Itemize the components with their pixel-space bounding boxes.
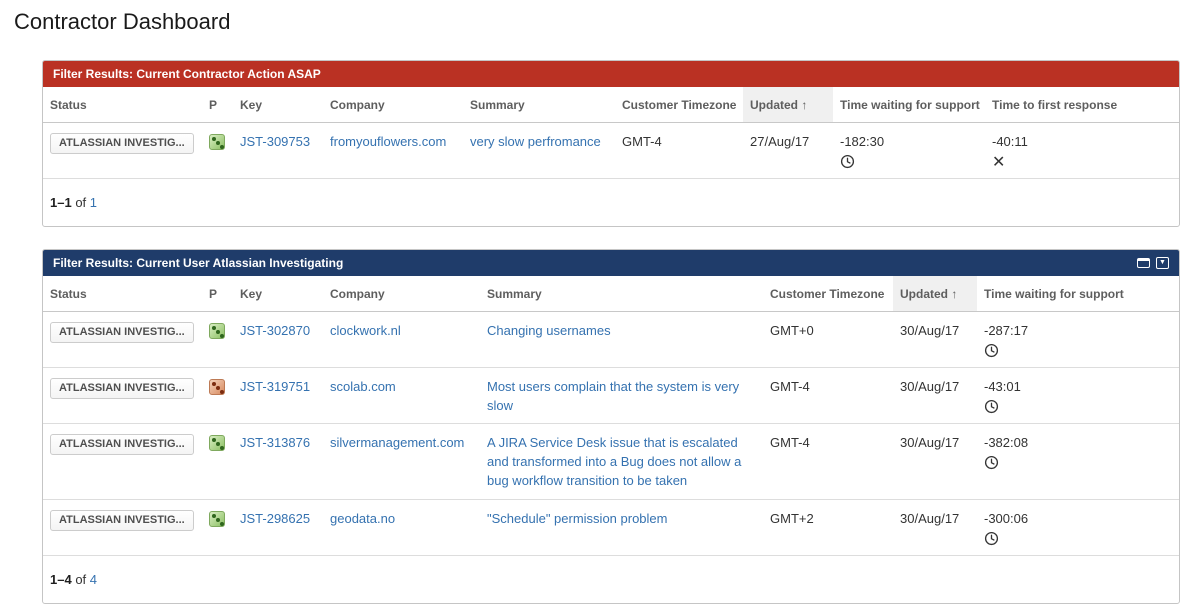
- filter-results-panel-atlassian-investigating: Filter Results: Current User Atlassian I…: [42, 248, 1180, 604]
- table-row: ATLASSIAN INVESTIG... JST-319751 scolab.…: [43, 367, 1179, 425]
- status-badge: ATLASSIAN INVESTIG...: [50, 133, 194, 154]
- summary-link[interactable]: Most users complain that the system is v…: [487, 378, 740, 413]
- status-badge: ATLASSIAN INVESTIG...: [50, 377, 194, 399]
- summary-link[interactable]: Changing usernames: [487, 322, 611, 338]
- panel2-issue-table: Status P Key Company Summary Customer Ti…: [43, 275, 1179, 556]
- updated-date-value: 30/Aug/17: [900, 435, 960, 451]
- status-badge: ATLASSIAN INVESTIG...: [50, 321, 194, 343]
- priority-icon: [209, 378, 225, 395]
- table-row: ATLASSIAN INVESTIG... JST-309753 fromyou…: [43, 122, 1179, 179]
- sort-ascending-icon: ↑: [951, 286, 958, 301]
- table-row: ATLASSIAN INVESTIG... JST-302870 clockwo…: [43, 311, 1179, 368]
- clock-icon: [840, 154, 978, 170]
- pagination-total-link[interactable]: 4: [89, 571, 98, 587]
- updated-date-value: 30/Aug/17: [900, 510, 960, 526]
- priority-icon: [209, 510, 225, 527]
- column-header-updated[interactable]: Updated ↑: [743, 87, 833, 123]
- summary-link[interactable]: "Schedule" permission problem: [487, 510, 668, 526]
- column-header-priority[interactable]: P: [202, 275, 233, 312]
- pagination-range: 1–1: [50, 194, 72, 210]
- issue-key-link[interactable]: JST-309753: [240, 134, 311, 149]
- panel2-header-row: Status P Key Company Summary Customer Ti…: [43, 275, 1179, 312]
- column-header-updated[interactable]: Updated ↑: [893, 275, 977, 312]
- updated-date-value: 27/Aug/17: [750, 134, 810, 149]
- panel1-issue-table: Status P Key Company Summary Customer Ti…: [43, 87, 1179, 179]
- customer-timezone-value: GMT+0: [770, 322, 814, 338]
- panel1-header-row: Status P Key Company Summary Customer Ti…: [43, 87, 1179, 123]
- column-header-key[interactable]: Key: [233, 87, 323, 123]
- time-waiting-value: -43:01: [984, 378, 1021, 394]
- updated-date-value: 30/Aug/17: [900, 378, 960, 394]
- page-title: Contractor Dashboard: [14, 9, 231, 34]
- priority-icon: [209, 134, 225, 150]
- company-link[interactable]: geodata.no: [330, 510, 396, 526]
- panel1-header-bar: Filter Results: Current Contractor Actio…: [43, 61, 1179, 87]
- company-link[interactable]: fromyouflowers.com: [330, 134, 447, 149]
- customer-timezone-value: GMT-4: [770, 378, 810, 394]
- column-header-company[interactable]: Company: [323, 275, 480, 312]
- column-header-timezone[interactable]: Customer Timezone: [763, 275, 893, 312]
- panel2-title: Filter Results: Current User Atlassian I…: [53, 255, 344, 270]
- chevron-down-icon[interactable]: [1156, 256, 1169, 269]
- pagination-of-label: of: [75, 571, 87, 587]
- company-link[interactable]: silvermanagement.com: [330, 435, 465, 451]
- sort-ascending-icon: ↑: [801, 98, 808, 112]
- customer-timezone-value: GMT-4: [770, 435, 810, 451]
- table-row: ATLASSIAN INVESTIG... JST-313876 silverm…: [43, 423, 1179, 500]
- summary-link[interactable]: very slow perfromance: [470, 134, 601, 149]
- priority-icon: [209, 435, 225, 452]
- column-header-summary[interactable]: Summary: [463, 87, 615, 123]
- company-link[interactable]: scolab.com: [330, 378, 396, 394]
- issue-key-link[interactable]: JST-313876: [240, 435, 311, 451]
- time-waiting-value: -382:08: [984, 435, 1029, 451]
- column-header-company[interactable]: Company: [323, 87, 463, 123]
- panel1-pagination: 1–1 of 1: [43, 179, 1179, 226]
- priority-icon: [209, 322, 225, 339]
- x-mark-icon: ✕: [992, 153, 1006, 171]
- issue-key-link[interactable]: JST-302870: [240, 322, 311, 338]
- time-waiting-value: -182:30: [840, 134, 885, 149]
- time-to-first-response-value: -40:11: [992, 134, 1028, 149]
- status-badge: ATLASSIAN INVESTIG...: [50, 509, 194, 531]
- updated-date-value: 30/Aug/17: [900, 322, 960, 338]
- panel2-controls: [1137, 256, 1169, 269]
- column-header-status[interactable]: Status: [43, 275, 202, 312]
- column-header-time-to-first-response[interactable]: Time to first response: [985, 87, 1179, 123]
- company-link[interactable]: clockwork.nl: [330, 322, 401, 338]
- customer-timezone-value: GMT+2: [770, 510, 814, 526]
- clock-icon: [984, 531, 1172, 547]
- clock-icon: [984, 399, 1172, 415]
- column-header-status[interactable]: Status: [43, 87, 202, 123]
- panel2-header-bar: Filter Results: Current User Atlassian I…: [43, 249, 1179, 276]
- time-waiting-value: -287:17: [984, 322, 1029, 338]
- column-header-time-waiting[interactable]: Time waiting for support: [977, 275, 1179, 312]
- column-header-time-waiting[interactable]: Time waiting for support: [833, 87, 985, 123]
- column-header-priority[interactable]: P: [202, 87, 233, 123]
- panel1-title: Filter Results: Current Contractor Actio…: [53, 67, 321, 81]
- filter-results-panel-contractor-action: Filter Results: Current Contractor Actio…: [42, 60, 1180, 227]
- summary-link[interactable]: A JIRA Service Desk issue that is escala…: [487, 435, 742, 489]
- clock-icon: [984, 455, 1172, 471]
- clock-icon: [984, 343, 1172, 359]
- maximize-icon[interactable]: [1137, 257, 1150, 268]
- issue-key-link[interactable]: JST-319751: [240, 378, 311, 394]
- pagination-total-link[interactable]: 1: [89, 194, 98, 210]
- column-header-key[interactable]: Key: [233, 275, 323, 312]
- issue-key-link[interactable]: JST-298625: [240, 510, 311, 526]
- panel2-pagination: 1–4 of 4: [43, 556, 1179, 603]
- pagination-of-label: of: [75, 194, 87, 210]
- pagination-range: 1–4: [50, 571, 72, 587]
- time-waiting-value: -300:06: [984, 510, 1029, 526]
- status-badge: ATLASSIAN INVESTIG...: [50, 434, 194, 456]
- table-row: ATLASSIAN INVESTIG... JST-298625 geodata…: [43, 499, 1179, 556]
- column-header-timezone[interactable]: Customer Timezone: [615, 87, 743, 123]
- customer-timezone-value: GMT-4: [622, 134, 662, 149]
- column-header-summary[interactable]: Summary: [480, 275, 763, 312]
